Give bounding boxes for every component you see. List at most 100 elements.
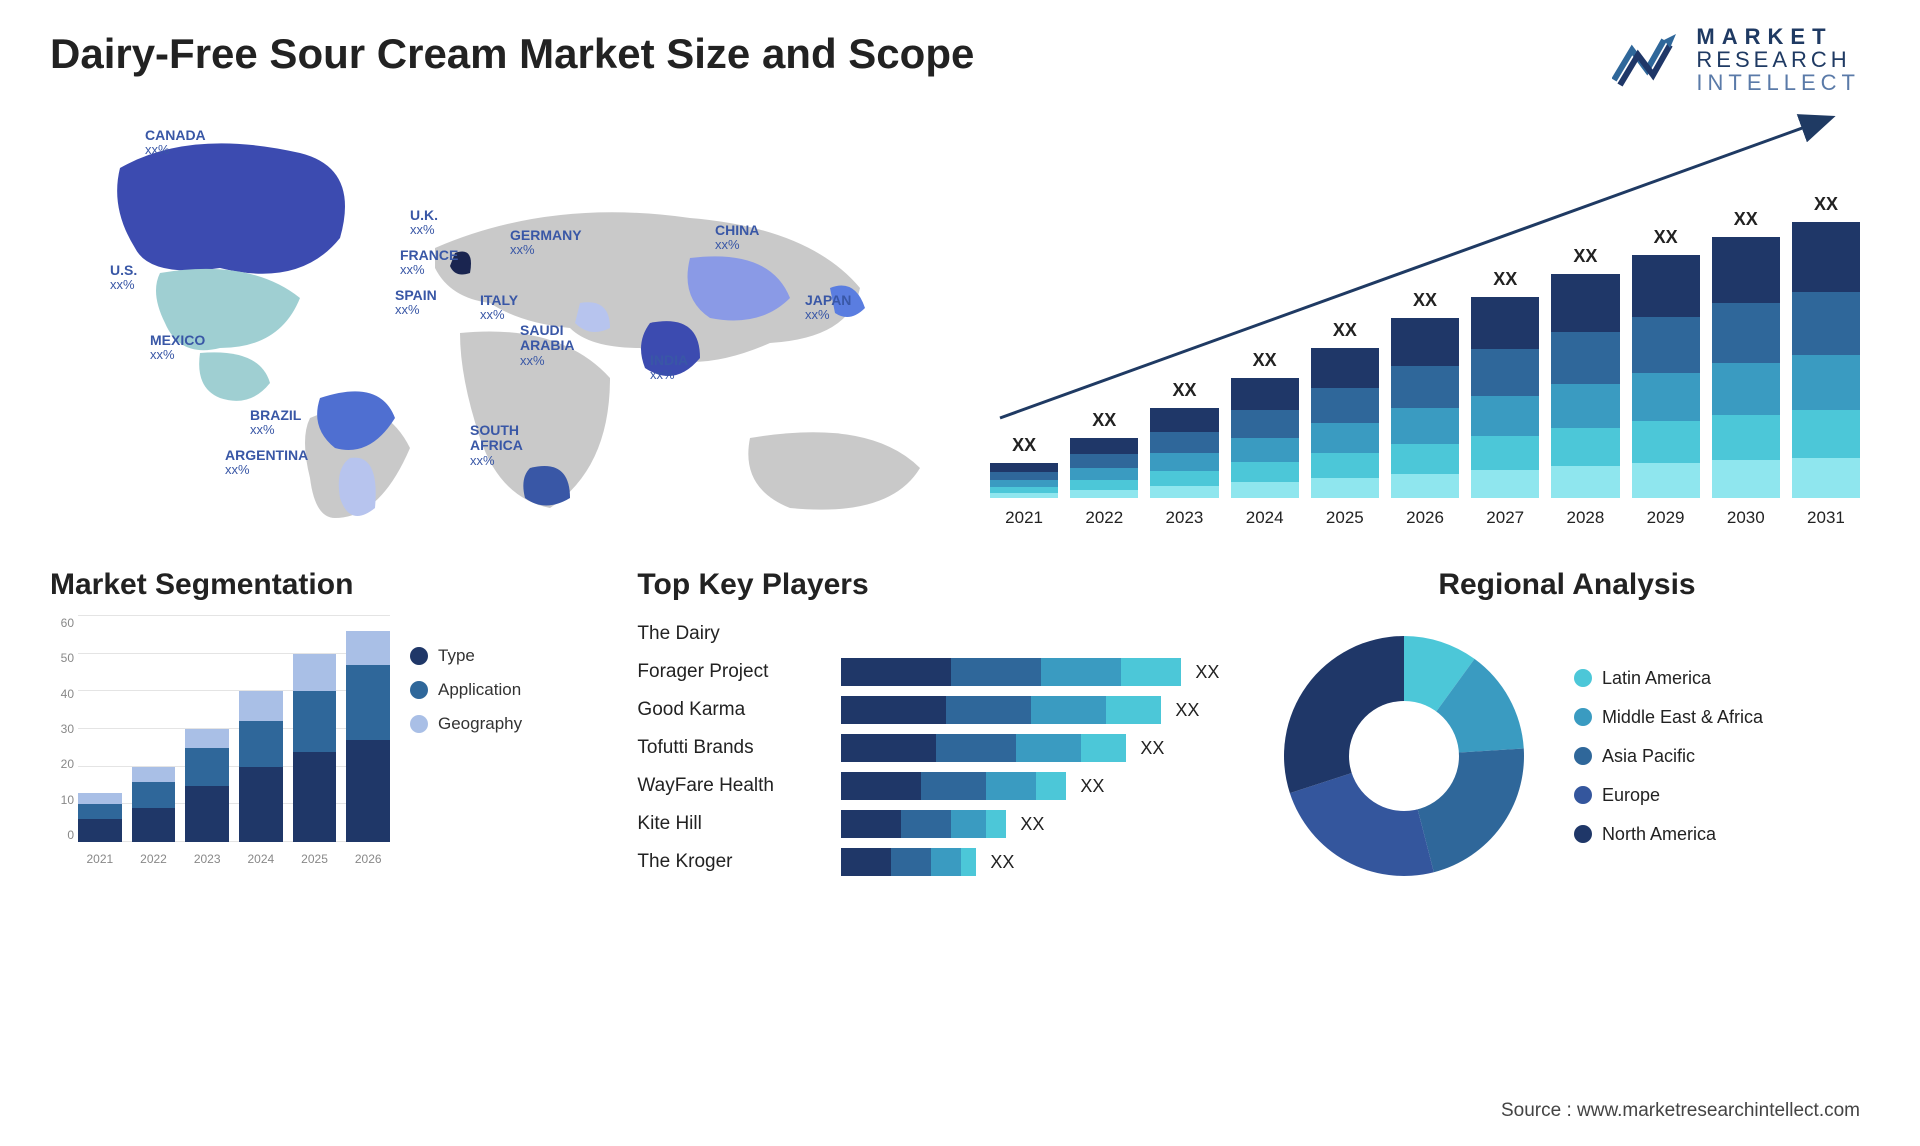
segmentation-title: Market Segmentation	[50, 568, 597, 602]
key-player-name: Forager Project	[637, 661, 827, 683]
growth-year-label: 2029	[1632, 508, 1700, 528]
growth-bar-seg	[990, 472, 1058, 480]
seg-bar-segment	[346, 740, 390, 842]
growth-bar-value: XX	[1070, 410, 1138, 431]
country-label: SAUDIARABIAxx%	[520, 323, 574, 368]
growth-bar-seg	[1632, 373, 1700, 421]
page-title: Dairy-Free Sour Cream Market Size and Sc…	[50, 30, 1870, 78]
regional-section: Regional Analysis Latin America Middle Ea…	[1264, 568, 1870, 896]
growth-bar-seg	[1792, 292, 1860, 355]
world-map: CANADAxx%U.S.xx%MEXICOxx%BRAZILxx%ARGENT…	[50, 98, 950, 528]
key-player-value: XX	[990, 852, 1014, 873]
seg-bar-segment	[132, 767, 176, 782]
seg-bar-segment	[293, 691, 337, 751]
seg-bar-segment	[185, 748, 229, 786]
key-player-seg	[841, 810, 901, 838]
growth-bar-seg	[1792, 355, 1860, 410]
key-player-seg	[841, 772, 921, 800]
key-player-seg	[1016, 734, 1081, 762]
growth-year-label: 2026	[1391, 508, 1459, 528]
growth-bar-seg	[1150, 408, 1218, 432]
key-player-seg	[1031, 696, 1106, 724]
seg-bar-segment	[132, 782, 176, 808]
growth-bar-seg	[1231, 438, 1299, 462]
growth-bar-seg	[1792, 222, 1860, 292]
growth-year-label: 2031	[1792, 508, 1860, 528]
seg-legend-item: Type	[410, 646, 522, 666]
growth-bar-seg	[1471, 349, 1539, 396]
key-player-seg	[841, 734, 936, 762]
growth-bar-seg	[990, 493, 1058, 498]
growth-bar-value: XX	[1311, 320, 1379, 341]
seg-ytick: 60	[50, 616, 74, 630]
country-label: ITALYxx%	[480, 293, 518, 323]
growth-bar-seg	[1551, 274, 1619, 332]
growth-bar-seg	[1150, 471, 1218, 486]
key-player-name: Tofutti Brands	[637, 737, 827, 759]
growth-bar-seg	[1391, 366, 1459, 408]
segmentation-chart: 6050403020100 202120222023202420252026	[50, 616, 390, 866]
growth-bar-seg	[1391, 318, 1459, 366]
seg-bar-segment	[239, 767, 283, 842]
regional-legend-item: Middle East & Africa	[1574, 707, 1763, 728]
seg-year-label: 2022	[132, 852, 176, 866]
country-label: CHINAxx%	[715, 223, 759, 253]
growth-bar-seg	[1712, 303, 1780, 363]
country-label: GERMANYxx%	[510, 228, 582, 258]
growth-bar-seg	[990, 480, 1058, 487]
growth-bar-seg	[1231, 378, 1299, 410]
growth-bar-value: XX	[1712, 209, 1780, 230]
growth-bar: XX	[1391, 318, 1459, 498]
key-player-seg	[986, 810, 1006, 838]
growth-bar-seg	[1070, 490, 1138, 498]
seg-bar	[293, 654, 337, 842]
growth-bar: XX	[1792, 222, 1860, 498]
key-player-bar	[841, 848, 976, 876]
map-region	[199, 352, 270, 400]
regional-legend-item: Latin America	[1574, 668, 1763, 689]
seg-bar-segment	[346, 631, 390, 665]
growth-bar: XX	[990, 463, 1058, 498]
key-player-row: Kite HillXX	[637, 806, 1224, 842]
logo-line-2: RESEARCH	[1696, 48, 1860, 71]
seg-bar-segment	[78, 793, 122, 804]
key-player-seg	[1081, 734, 1126, 762]
growth-bar-seg	[1311, 478, 1379, 498]
key-player-seg	[1106, 696, 1161, 724]
growth-bar-seg	[1551, 466, 1619, 498]
growth-bar: XX	[1471, 297, 1539, 498]
growth-bar-seg	[1150, 453, 1218, 471]
key-player-seg	[841, 696, 946, 724]
growth-year-label: 2021	[990, 508, 1058, 528]
key-player-row: The Dairy	[637, 616, 1224, 652]
growth-year-label: 2027	[1471, 508, 1539, 528]
key-player-value: XX	[1175, 700, 1199, 721]
seg-bar-segment	[346, 665, 390, 740]
seg-ytick: 30	[50, 722, 74, 736]
key-player-seg	[951, 658, 1041, 686]
key-player-value: XX	[1020, 814, 1044, 835]
seg-legend-item: Geography	[410, 714, 522, 734]
regional-title: Regional Analysis	[1264, 568, 1870, 602]
seg-legend-item: Application	[410, 680, 522, 700]
seg-year-label: 2023	[185, 852, 229, 866]
growth-bar: XX	[1551, 274, 1619, 498]
key-player-row: Forager ProjectXX	[637, 654, 1224, 690]
growth-bar-seg	[1551, 428, 1619, 466]
regional-donut	[1264, 616, 1544, 896]
seg-bar-segment	[132, 808, 176, 842]
key-player-seg	[951, 810, 986, 838]
key-player-seg	[891, 848, 931, 876]
key-player-seg	[936, 734, 1016, 762]
key-player-seg	[841, 658, 951, 686]
regional-legend-item: North America	[1574, 824, 1763, 845]
key-players-section: Top Key Players The DairyForager Project…	[637, 568, 1224, 896]
growth-bar-value: XX	[1792, 194, 1860, 215]
regional-legend: Latin AmericaMiddle East & AfricaAsia Pa…	[1574, 668, 1763, 845]
growth-bar: XX	[1712, 237, 1780, 498]
key-player-seg	[986, 772, 1036, 800]
seg-bar	[132, 767, 176, 842]
seg-year-label: 2024	[239, 852, 283, 866]
country-label: SOUTHAFRICAxx%	[470, 423, 523, 468]
growth-year-label: 2023	[1150, 508, 1218, 528]
